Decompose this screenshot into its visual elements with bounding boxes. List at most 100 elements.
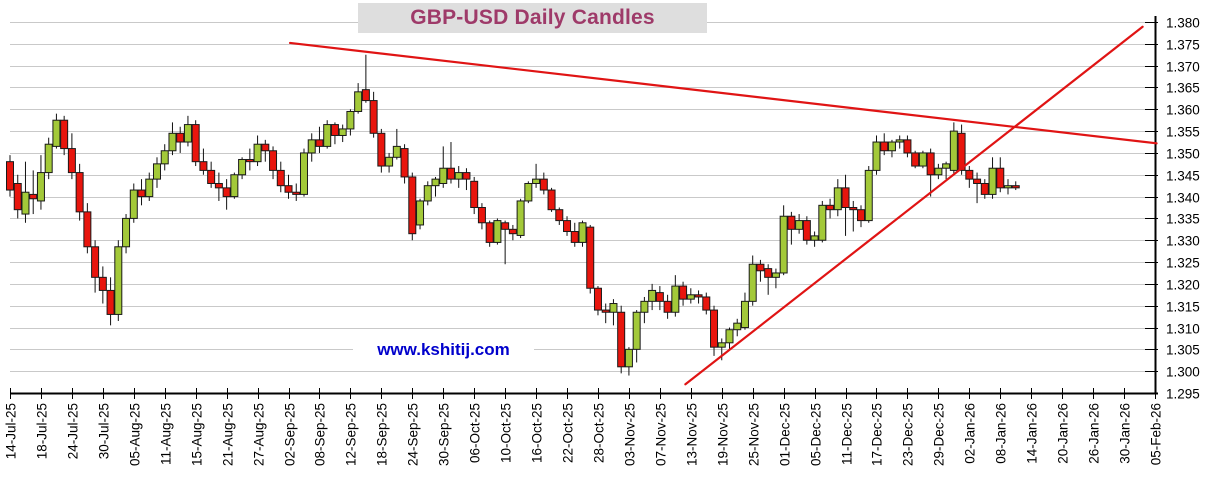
candle-body	[864, 169, 873, 222]
y-tick-label: 1.340	[1166, 191, 1200, 206]
y-tick-label: 1.375	[1166, 38, 1200, 53]
candle-body	[60, 119, 69, 150]
candle-body	[748, 263, 757, 302]
candle-body	[911, 152, 920, 167]
candle	[330, 122, 339, 145]
candle	[137, 179, 146, 206]
candle-body	[980, 182, 989, 195]
candle	[926, 148, 935, 197]
x-tick-label: 06-Oct-25	[468, 403, 483, 463]
candle	[857, 205, 866, 228]
candle-body	[926, 152, 935, 176]
candle	[795, 214, 804, 234]
candle	[129, 183, 138, 223]
candle-body	[439, 167, 448, 184]
candle	[176, 126, 185, 153]
candle	[849, 200, 858, 232]
candle	[593, 286, 602, 316]
candle-body	[586, 226, 595, 289]
candle	[261, 139, 270, 162]
candle-body	[392, 145, 401, 158]
candle	[431, 176, 440, 197]
candle-body	[284, 185, 293, 193]
candle	[75, 163, 84, 221]
candle-body	[13, 182, 22, 211]
y-tick-label: 1.360	[1166, 103, 1200, 118]
y-tick-label: 1.350	[1166, 147, 1200, 162]
y-tick-label: 1.335	[1166, 212, 1200, 227]
candle-body	[841, 187, 850, 209]
candle	[980, 179, 989, 199]
candle-body	[601, 309, 610, 313]
chart-title-text: GBP-USD Daily Candles	[410, 6, 655, 29]
candle-body	[648, 289, 657, 302]
candle	[439, 146, 448, 188]
y-tick-label: 1.315	[1166, 300, 1200, 315]
candle	[903, 135, 912, 158]
candle-body	[740, 300, 749, 329]
candle	[957, 124, 966, 175]
candle-body	[21, 191, 30, 215]
candles	[6, 54, 1020, 376]
candle	[106, 277, 115, 326]
candle	[555, 207, 564, 225]
candle-body	[508, 228, 517, 235]
candle-body	[779, 215, 788, 274]
candle	[826, 198, 835, 219]
candle-body	[671, 285, 680, 313]
candle-body	[67, 148, 76, 174]
candle-body	[524, 182, 533, 202]
candle	[818, 200, 827, 243]
ascending-support-trendline	[684, 25, 1144, 386]
candle	[98, 266, 107, 304]
chart-title: GBP-USD Daily Candles	[358, 3, 707, 33]
x-tick-label: 30-Jul-25	[97, 403, 112, 459]
candle	[323, 120, 332, 149]
candle-body	[733, 322, 742, 331]
candle	[841, 174, 850, 236]
x-tick-label: 18-Sep-25	[375, 403, 390, 466]
candle-body	[168, 132, 177, 152]
candle	[307, 133, 316, 162]
candle	[973, 172, 982, 204]
x-tick-label: 13-Nov-25	[685, 403, 700, 466]
candle-body	[617, 311, 626, 368]
candle	[238, 157, 247, 180]
candle-body	[214, 182, 223, 189]
candle	[988, 157, 997, 199]
candle-body	[493, 220, 502, 243]
candle	[369, 91, 378, 138]
x-tick-label: 15-Aug-25	[190, 403, 205, 466]
candle-body	[122, 217, 131, 248]
x-tick-label: 18-Jul-25	[35, 403, 50, 459]
candle-body	[547, 189, 556, 211]
x-tick-label: 20-Jan-26	[1056, 403, 1071, 464]
candle	[872, 135, 881, 175]
candle	[454, 166, 463, 188]
candle	[292, 183, 301, 201]
candle-body	[849, 207, 858, 211]
candle-body	[578, 222, 587, 243]
candle-body	[663, 300, 672, 313]
candle	[887, 139, 896, 158]
candle-body	[918, 152, 927, 167]
y-tick-label: 1.325	[1166, 256, 1200, 271]
candle	[949, 122, 958, 175]
candle-body	[361, 89, 370, 102]
candle-body	[276, 169, 285, 187]
candle-body	[872, 141, 881, 171]
candle	[1004, 179, 1013, 195]
candle	[60, 115, 69, 156]
candle	[13, 174, 22, 219]
y-tick-label: 1.370	[1166, 60, 1200, 75]
candle-body	[183, 124, 192, 143]
candle-body	[1004, 185, 1013, 189]
candle-body	[408, 176, 417, 235]
candle-body	[83, 211, 92, 248]
candle	[710, 305, 719, 356]
candle-body	[895, 139, 904, 143]
gridlines	[10, 22, 1155, 372]
candle-body	[570, 231, 579, 243]
candle-body	[942, 163, 951, 169]
candle	[648, 283, 657, 311]
